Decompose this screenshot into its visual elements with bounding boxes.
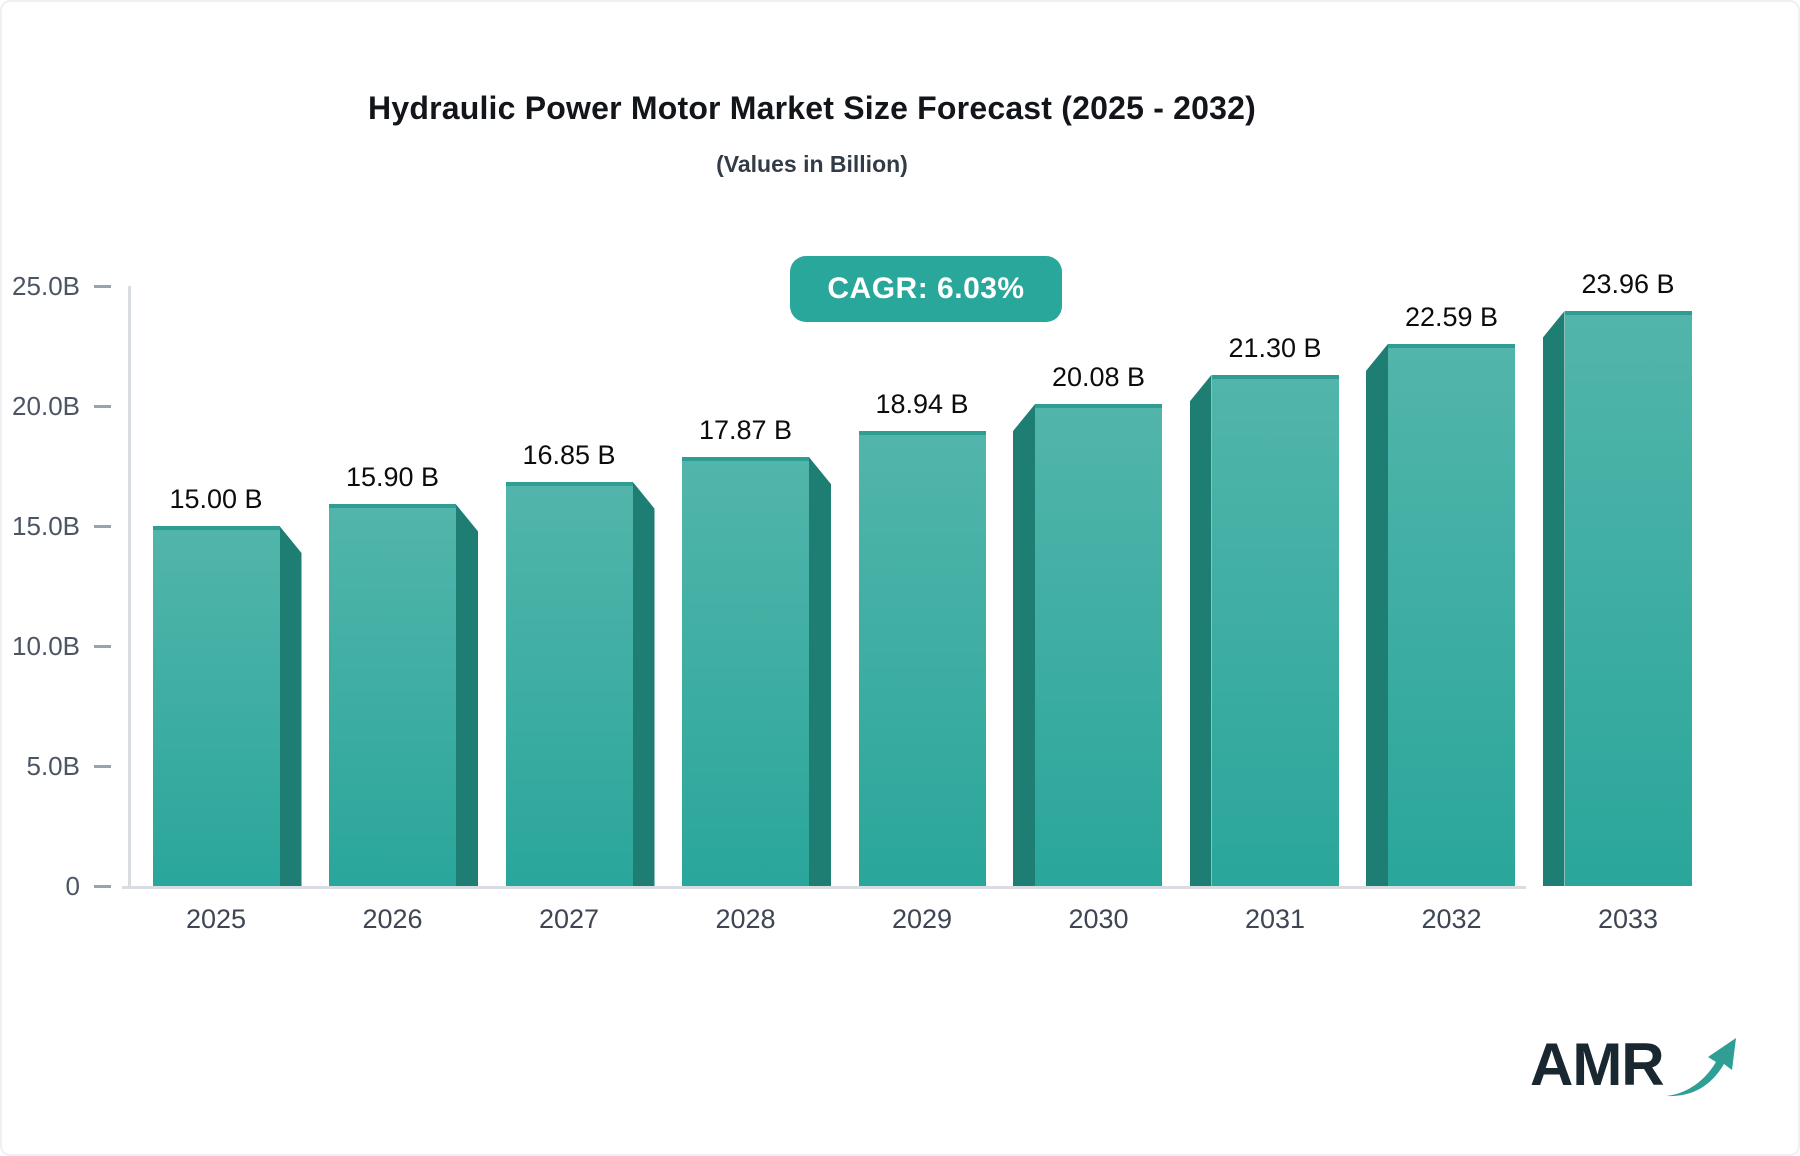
amr-logo: AMR — [1530, 1030, 1750, 1114]
bar — [682, 457, 809, 886]
y-tick-mark — [94, 525, 111, 528]
y-tick-label: 10.0B — [12, 631, 80, 661]
y-tick-label: 15.0B — [12, 511, 80, 541]
bar — [329, 504, 456, 886]
bar-value-label: 22.59 B — [1404, 301, 1499, 332]
bar-side-face — [1013, 404, 1035, 886]
x-tick-label: 2028 — [715, 904, 776, 934]
y-tick-mark — [94, 285, 111, 288]
x-tick-label: 2031 — [1244, 904, 1306, 934]
bar — [1388, 343, 1515, 886]
y-tick-label: 25.0B — [12, 271, 80, 301]
bar-value-label: 16.85 B — [522, 439, 616, 470]
bar-value-label: 17.87 B — [698, 415, 793, 446]
bar-value-label: 15.00 B — [169, 484, 263, 514]
bar-value-label: 21.30 B — [1228, 332, 1322, 363]
x-tick-label: 2025 — [185, 904, 247, 934]
x-tick-label: 2026 — [362, 904, 423, 934]
y-tick-mark — [94, 885, 111, 888]
logo-arrow-icon — [1666, 1038, 1736, 1097]
bar-side-face — [1542, 310, 1565, 886]
y-tick-label: 0 — [65, 871, 80, 901]
y-tick-mark — [94, 645, 111, 648]
x-tick-label: 2029 — [891, 904, 953, 934]
bar-value-label: 18.94 B — [875, 389, 969, 420]
cagr-badge-text: CAGR: 6.03% — [827, 272, 1025, 305]
x-tick-label: 2032 — [1421, 904, 1482, 934]
chart-subtitle: (Values in Billion) — [716, 151, 908, 177]
bar — [505, 481, 633, 886]
chart-title: Hydraulic Power Motor Market Size Foreca… — [368, 90, 1256, 126]
x-tick-label: 2030 — [1068, 904, 1129, 934]
bar-value-label: 15.90 B — [345, 462, 440, 493]
x-tick-label: 2033 — [1597, 904, 1659, 934]
x-tick-label: 2027 — [538, 904, 600, 934]
bar — [1211, 374, 1339, 886]
bar-side-face — [632, 481, 655, 886]
bar — [152, 526, 280, 886]
y-tick-mark — [94, 405, 111, 408]
y-tick-mark — [94, 765, 111, 768]
bar-side-face — [456, 504, 478, 886]
bar-value-label: 23.96 B — [1581, 268, 1675, 299]
y-tick-label: 5.0B — [26, 751, 81, 781]
logo-text: AMR — [1530, 1031, 1665, 1098]
bar-side-face — [809, 457, 831, 886]
bar-side-face — [279, 526, 302, 886]
y-tick-label: 20.0B — [12, 391, 80, 421]
bar-value-label: 20.08 B — [1051, 362, 1146, 393]
bar-side-face — [1189, 374, 1212, 886]
bar-side-face — [1366, 343, 1388, 886]
bar — [1564, 310, 1692, 886]
cagr-badge: CAGR: 6.03% — [790, 256, 1062, 322]
x-axis-line — [122, 886, 1526, 889]
bar — [1035, 404, 1162, 886]
y-axis-line — [128, 286, 131, 889]
bar — [858, 431, 986, 886]
